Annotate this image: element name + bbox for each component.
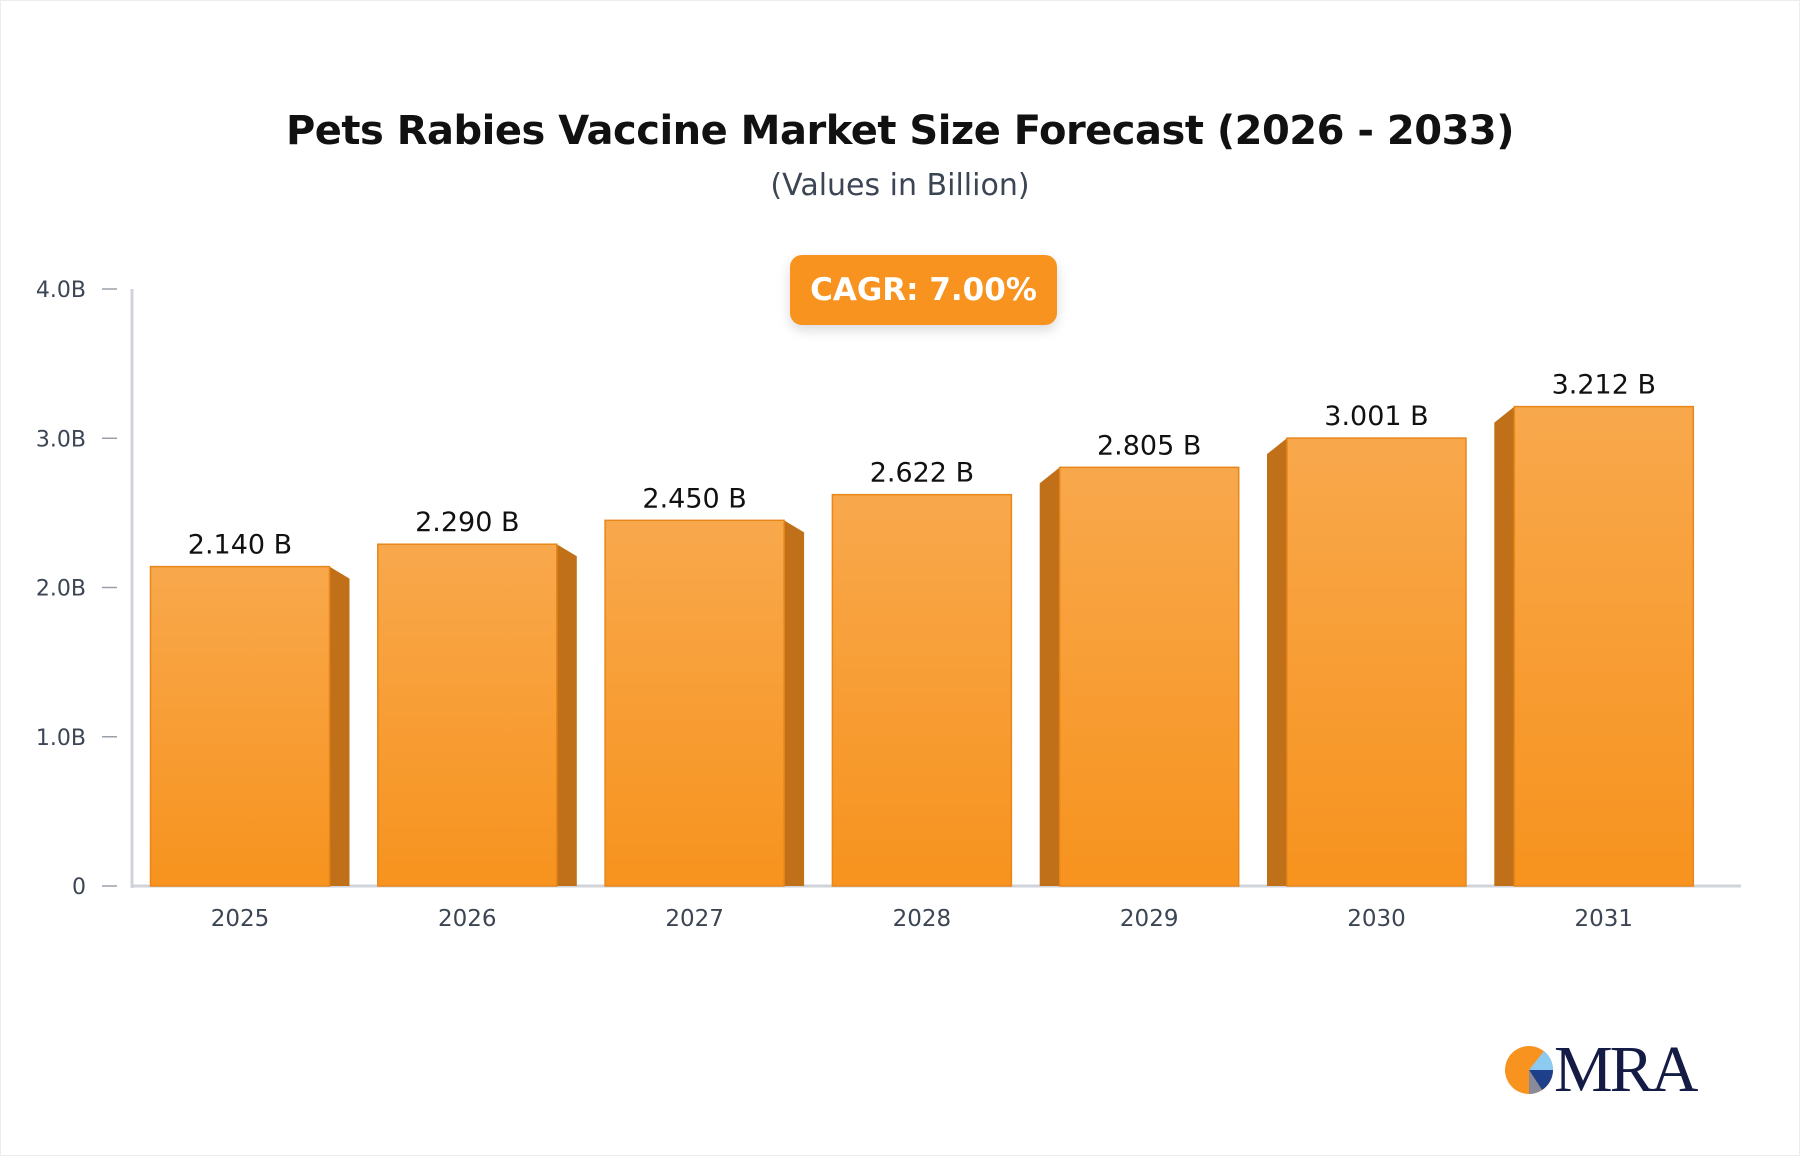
x-tick-label: 2028 [893,906,952,932]
data-label: 2.290 B [415,507,519,538]
x-tick-label: 2029 [1120,906,1179,932]
y-tick-label: 2.0B [36,577,86,602]
x-tick-label: 2027 [665,906,724,932]
bar-2026 [377,543,558,887]
bar-2030 [1286,437,1467,887]
bar-2029 [1058,466,1240,887]
y-tick-label: 1.0B [36,726,86,751]
data-label: 3.212 B [1552,370,1656,401]
bar-2027 [604,519,785,887]
bar-2031 [1513,405,1695,887]
y-tick-label: 4.0B [36,278,86,303]
chart-subtitle: (Values in Billion) [770,168,1030,203]
cagr-badge: CAGR: 7.00% [790,255,1057,325]
bar-side [556,544,577,886]
x-tick-label: 2031 [1575,906,1634,932]
data-label: 2.622 B [870,458,974,489]
x-tick-label: 2030 [1347,906,1406,932]
y-tick-label: 0 [72,875,86,900]
bar-side [1267,438,1287,886]
bar-2028 [831,493,1013,887]
chart-title: Pets Rabies Vaccine Market Size Forecast… [285,108,1515,154]
y-tick-label: 3.0B [36,427,86,452]
bar-2025 [149,565,331,887]
bar-side [329,566,350,886]
data-label: 2.140 B [188,530,292,561]
x-tick-label: 2025 [211,906,270,932]
data-label: 3.001 B [1324,401,1428,432]
pie-logo-icon [1505,1046,1554,1094]
bar-side [1039,467,1060,886]
x-tick-label: 2026 [438,906,497,932]
logo-text: MRA [1554,1033,1698,1106]
data-label: 2.450 B [642,483,746,514]
data-label: 2.805 B [1097,430,1201,461]
mra-logo: MRA [1504,1033,1698,1106]
bar-side [1494,406,1515,886]
bar-side [784,520,805,886]
